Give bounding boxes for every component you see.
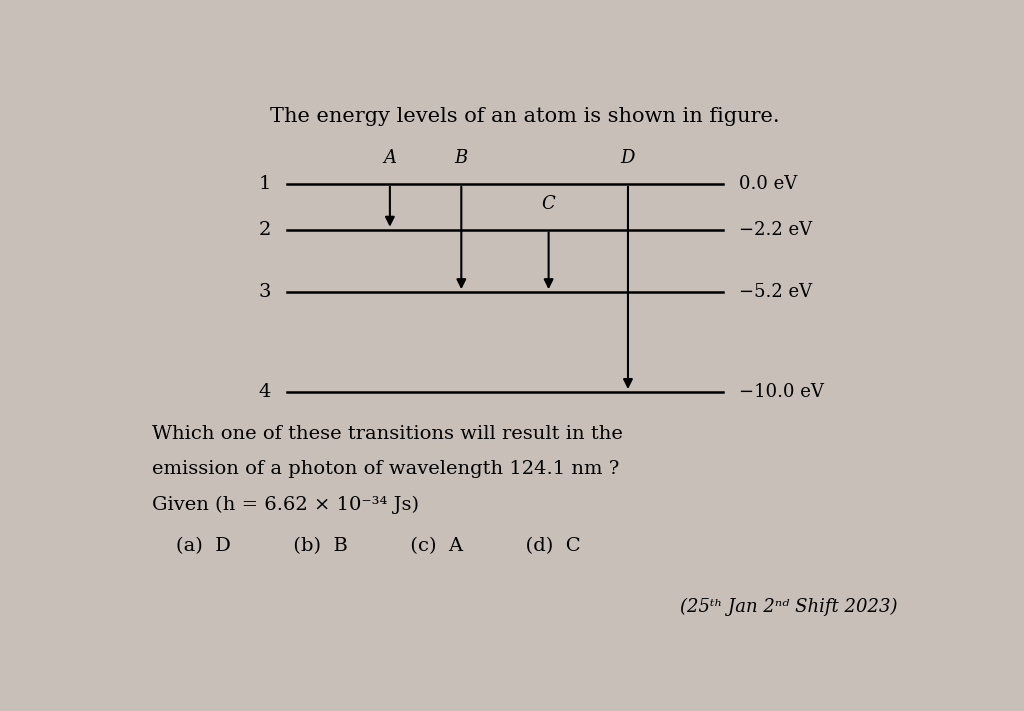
Text: 0.0 eV: 0.0 eV xyxy=(739,175,798,193)
Text: (25ᵗʰ Jan 2ⁿᵈ Shift 2023): (25ᵗʰ Jan 2ⁿᵈ Shift 2023) xyxy=(680,598,898,616)
Text: −10.0 eV: −10.0 eV xyxy=(739,383,824,401)
Text: Given (h = 6.62 × 10⁻³⁴ Js): Given (h = 6.62 × 10⁻³⁴ Js) xyxy=(152,496,419,514)
Text: 3: 3 xyxy=(258,283,270,301)
Text: A: A xyxy=(383,149,396,168)
Text: −5.2 eV: −5.2 eV xyxy=(739,283,812,301)
Text: 1: 1 xyxy=(258,175,270,193)
Text: Which one of these transitions will result in the: Which one of these transitions will resu… xyxy=(152,424,623,443)
Text: B: B xyxy=(455,149,468,168)
Text: The energy levels of an atom is shown in figure.: The energy levels of an atom is shown in… xyxy=(270,107,779,127)
Text: emission of a photon of wavelength 124.1 nm ?: emission of a photon of wavelength 124.1… xyxy=(152,460,620,479)
Text: D: D xyxy=(621,149,635,168)
Text: (a)  D          (b)  B          (c)  A          (d)  C: (a) D (b) B (c) A (d) C xyxy=(176,537,581,555)
Text: −2.2 eV: −2.2 eV xyxy=(739,220,812,239)
Text: 2: 2 xyxy=(258,220,270,239)
Text: 4: 4 xyxy=(258,383,270,401)
Text: C: C xyxy=(542,196,555,213)
